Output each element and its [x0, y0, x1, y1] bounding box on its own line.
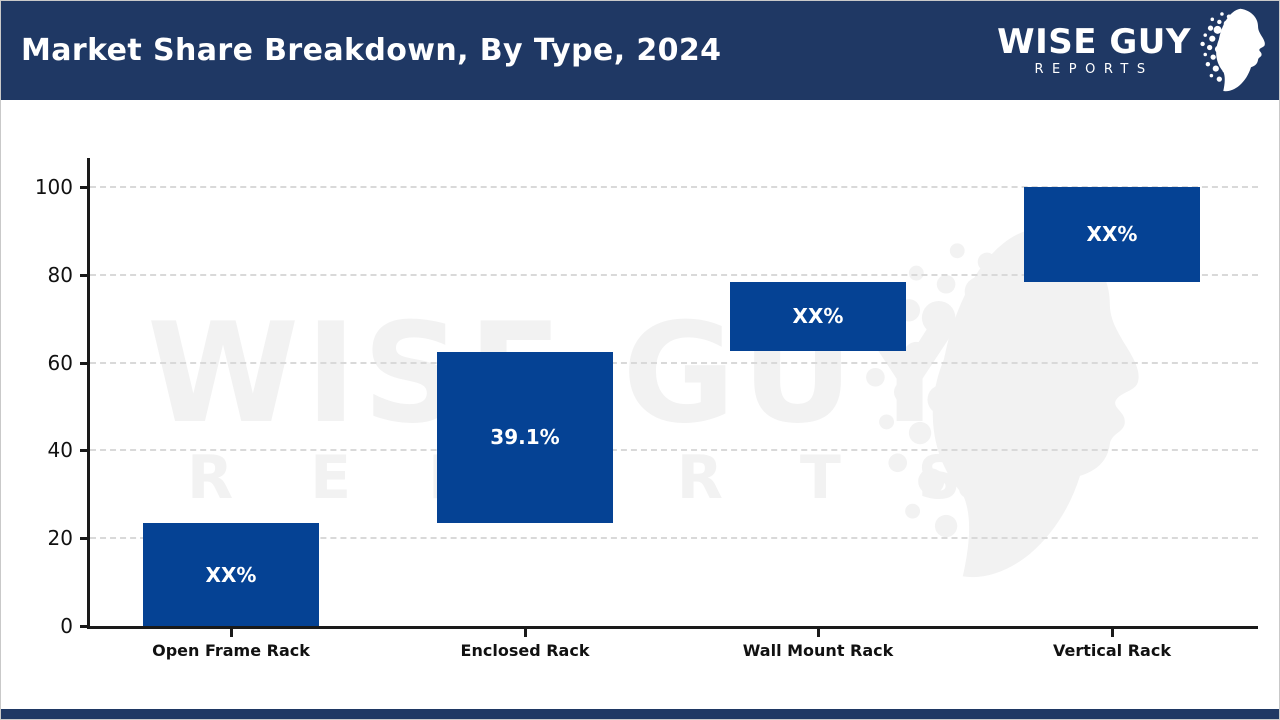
y-tick-label-60: 60: [47, 350, 73, 375]
gridline-100: [90, 186, 1258, 188]
y-tickmark-100: [80, 186, 89, 189]
y-tickmark-80: [80, 273, 89, 277]
x-tickmark-1: [230, 628, 233, 637]
y-tickmark-0: [80, 625, 89, 628]
x-tickmark-2: [524, 628, 527, 637]
x-category-label-3: Wall Mount Rack: [742, 641, 894, 660]
y-tick-label-100: 100: [34, 175, 73, 199]
gridline-20: [90, 537, 1258, 540]
y-tickmark-20: [80, 537, 89, 541]
bar-value-label: 39.1%: [490, 425, 560, 450]
logo-wordmark: WISE GUY: [997, 21, 1191, 62]
bar-value-label: XX%: [792, 304, 844, 329]
x-tickmark-4: [1111, 628, 1114, 637]
gridline-60: [90, 361, 1258, 364]
y-tick-label-40: 40: [47, 438, 73, 463]
chart-bar-3: XX%: [730, 281, 906, 352]
chart-title: Market Share Breakdown, By Type, 2024: [21, 33, 722, 68]
chart-bar-2: 39.1%: [437, 351, 613, 524]
header-bar: Market Share Breakdown, By Type, 2024 WI…: [1, 1, 1279, 100]
y-axis-line: [87, 158, 90, 629]
y-tick-label-80: 80: [47, 262, 73, 287]
chart-bar-4: XX%: [1024, 187, 1200, 282]
x-axis-line: [87, 626, 1258, 629]
y-tick-label-0: 0: [60, 614, 73, 638]
y-tickmark-60: [80, 361, 89, 365]
gridline-80: [90, 273, 1258, 276]
x-category-label-1: Open Frame Rack: [152, 641, 310, 660]
y-tick-label-20: 20: [47, 526, 73, 551]
logo-face-icon: [1185, 7, 1273, 95]
x-category-label-2: Enclosed Rack: [460, 641, 590, 660]
footer-bar: [1, 709, 1279, 719]
logo-subtitle: REPORTS: [1034, 62, 1154, 78]
chart-bar-1: XX%: [143, 523, 319, 626]
y-tickmark-40: [80, 449, 89, 453]
bar-value-label: XX%: [1086, 222, 1138, 247]
bar-value-label: XX%: [205, 562, 257, 587]
wiseguy-logo: WISE GUY REPORTS: [997, 6, 1273, 96]
x-category-label-4: Vertical Rack: [1053, 641, 1171, 660]
gridline-40: [90, 449, 1258, 452]
logo-text: WISE GUY REPORTS: [997, 21, 1191, 78]
x-tickmark-3: [817, 628, 820, 637]
